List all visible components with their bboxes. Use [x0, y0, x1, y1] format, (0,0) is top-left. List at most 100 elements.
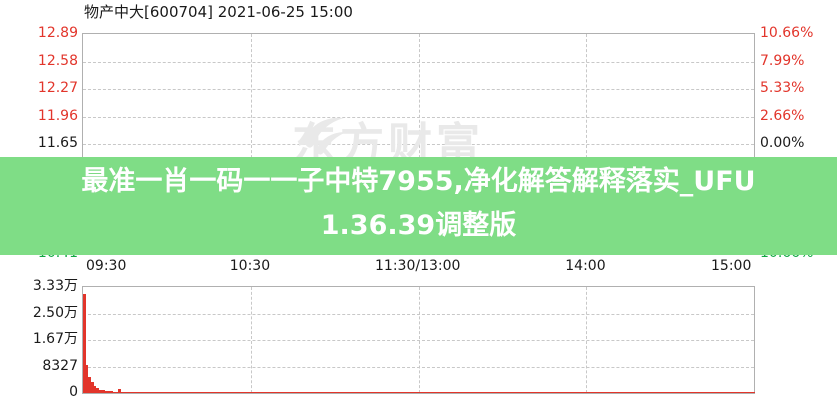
- volume-bar: [722, 392, 726, 393]
- volume-bar: [292, 392, 296, 393]
- volume-bar: [144, 392, 148, 393]
- volume-bar: [719, 392, 723, 393]
- volume-bar: [268, 392, 272, 393]
- volume-bar: [373, 392, 376, 393]
- volume-bar: [628, 392, 632, 393]
- volume-bar: [486, 392, 489, 393]
- volume-bar: [526, 392, 530, 393]
- volume-bar: [711, 392, 715, 393]
- volume-bar: [115, 391, 118, 393]
- volume-bar: [322, 392, 325, 393]
- volume-bar: [483, 392, 487, 393]
- time-axis-labels: 09:30 10:30 11:30/13:00 14:00 15:00: [0, 258, 837, 278]
- volume-bar: [467, 392, 470, 393]
- volume-bar: [671, 392, 675, 393]
- volume-bar: [341, 392, 344, 393]
- volume-bar: [698, 392, 702, 393]
- volume-bar: [464, 392, 468, 393]
- volume-bar: [647, 392, 651, 393]
- volume-bar: [623, 392, 626, 393]
- volume-bar: [166, 392, 169, 393]
- volume-chart-panel[interactable]: [82, 286, 755, 394]
- volume-bar: [303, 392, 307, 393]
- volume-bar: [472, 392, 476, 393]
- gridline-vertical: [586, 287, 588, 393]
- volume-bar: [542, 392, 546, 393]
- volume-bar: [335, 392, 339, 393]
- volume-bar: [327, 392, 331, 393]
- volume-bar: [128, 392, 132, 393]
- volume-axis-tick: 1.67万: [32, 331, 78, 347]
- volume-bar: [435, 392, 438, 393]
- price-axis-tick: 11.96: [37, 107, 78, 124]
- volume-bar: [461, 392, 465, 393]
- percent-axis-tick: 2.66%: [760, 107, 805, 124]
- volume-bar: [427, 392, 430, 393]
- volume-bar: [109, 391, 113, 393]
- volume-bar: [212, 392, 215, 393]
- volume-bar: [93, 386, 97, 393]
- volume-bar: [91, 381, 94, 393]
- volume-bar: [120, 391, 124, 393]
- volume-bar: [569, 392, 573, 393]
- volume-bar: [85, 364, 89, 393]
- volume-bar: [408, 392, 411, 393]
- volume-bar: [359, 392, 363, 393]
- volume-bar: [306, 392, 309, 393]
- volume-bar: [357, 392, 360, 393]
- volume-bar: [601, 392, 605, 393]
- volume-bar: [429, 392, 433, 393]
- volume-bar: [545, 392, 548, 393]
- eastmoney-logo-icon: [304, 117, 346, 155]
- volume-bar: [470, 392, 473, 393]
- volume-bar: [443, 392, 446, 393]
- volume-bars: [83, 287, 755, 393]
- volume-bar: [682, 392, 685, 393]
- volume-bar: [273, 392, 277, 393]
- volume-bar: [558, 392, 562, 393]
- volume-bar: [370, 392, 374, 393]
- volume-bar: [338, 392, 341, 393]
- volume-bar: [523, 392, 527, 393]
- volume-bar: [249, 392, 253, 393]
- volume-bar: [112, 391, 116, 393]
- volume-bar: [123, 392, 126, 393]
- volume-bar: [451, 392, 454, 393]
- volume-bar: [663, 392, 667, 393]
- volume-bar: [174, 392, 178, 393]
- volume-bar: [491, 392, 495, 393]
- volume-bar: [666, 392, 669, 393]
- volume-bar: [158, 392, 161, 393]
- volume-bar: [620, 392, 624, 393]
- volume-bar: [405, 392, 409, 393]
- volume-bar: [295, 392, 298, 393]
- volume-bar: [225, 392, 229, 393]
- volume-bar: [685, 392, 688, 393]
- price-axis-tick: 12.89: [37, 25, 78, 41]
- volume-bar: [561, 392, 565, 393]
- percent-axis-tick: 7.99%: [760, 52, 805, 69]
- volume-bar: [752, 392, 755, 393]
- volume-bar: [725, 392, 728, 393]
- volume-bar: [706, 392, 710, 393]
- volume-bar: [521, 392, 524, 393]
- volume-bar: [104, 390, 108, 393]
- percent-axis-tick: 0.00%: [760, 135, 805, 151]
- gridline-vertical: [418, 34, 420, 254]
- volume-bar: [314, 392, 317, 393]
- volume-bar: [83, 293, 86, 393]
- volume-axis-tick: 2.50万: [32, 304, 78, 321]
- volume-bar: [550, 392, 554, 393]
- volume-bar: [190, 392, 194, 393]
- volume-bar: [246, 392, 250, 393]
- volume-bar: [281, 392, 285, 393]
- volume-bar: [437, 392, 441, 393]
- volume-bar: [612, 392, 616, 393]
- volume-bar: [577, 392, 581, 393]
- volume-bar: [139, 392, 143, 393]
- volume-bar: [650, 392, 653, 393]
- volume-bar: [499, 392, 503, 393]
- volume-bar: [585, 392, 589, 393]
- volume-bar: [539, 392, 543, 393]
- time-axis-tick: 15:00: [711, 258, 752, 274]
